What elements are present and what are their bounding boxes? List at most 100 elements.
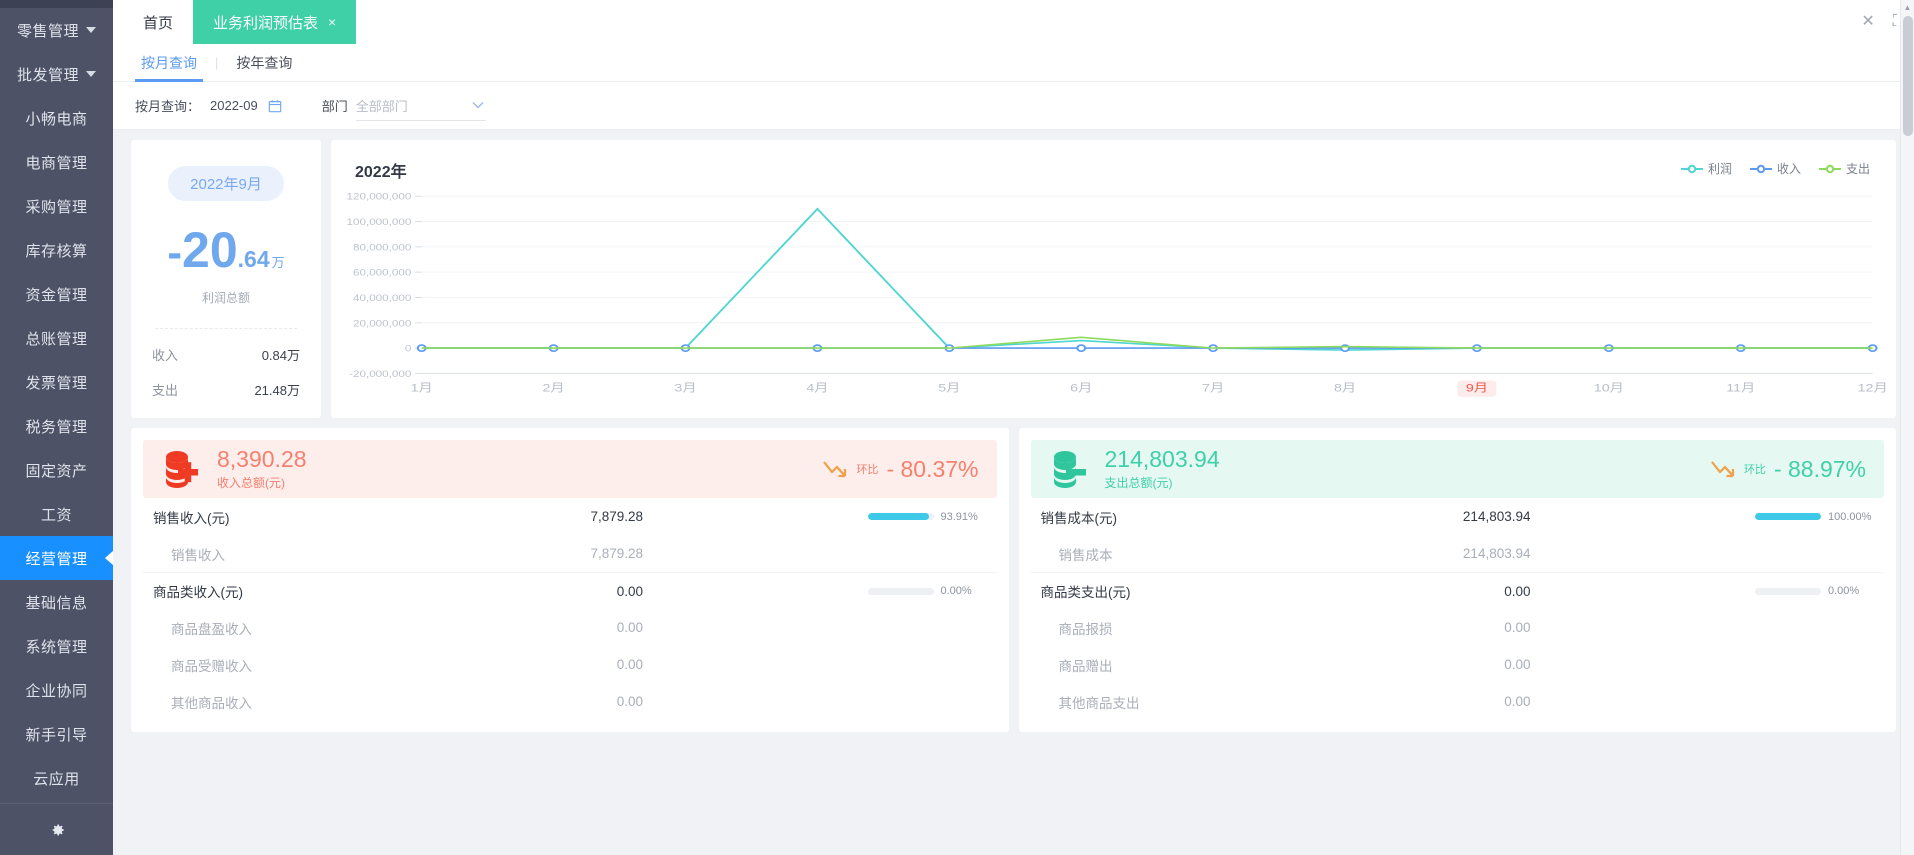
detail-row-name: 其他商品支出	[1058, 695, 1140, 711]
sidebar-item-4[interactable]: 采购管理	[0, 184, 113, 228]
summary-row-expense-key: 支出	[152, 383, 179, 398]
legend-item-2[interactable]: 支出	[1818, 160, 1870, 177]
tab-bar-actions: ✕ ⛶	[1861, 0, 1914, 44]
sidebar-item-label: 电商管理	[25, 154, 88, 172]
sidebar-item-label: 经营管理	[25, 550, 88, 568]
coin-stack-minus-icon	[1053, 451, 1086, 488]
profit-total-value: - 20 .64 万	[167, 225, 284, 275]
x-tick-label: 1月	[411, 381, 433, 394]
sidebar-item-12[interactable]: 经营管理	[0, 536, 113, 580]
detail-row: 商品赠出 0.00	[1031, 646, 1885, 683]
expense-card-header-text: 214,803.94 支出总额(元)	[1105, 447, 1220, 490]
detail-row: 销售成本 214,803.94	[1031, 535, 1885, 572]
sidebar-item-label: 采购管理	[25, 198, 88, 216]
sidebar-item-label: 资金管理	[25, 286, 88, 304]
dept-select[interactable]: 全部部门	[355, 91, 486, 121]
tab-close-icon[interactable]: ×	[328, 14, 337, 30]
dashboard-body: 2022年9月 - 20 .64 万 利润总额 收入 0.84万	[113, 130, 1914, 855]
series-line-2	[421, 336, 1873, 349]
legend-item-0[interactable]: 利润	[1680, 160, 1732, 177]
fullscreen-icon[interactable]: ⛶	[1892, 13, 1904, 30]
sidebar-item-7[interactable]: 总账管理	[0, 316, 113, 360]
summary-row-expense-value: 21.48万	[254, 383, 300, 398]
sidebar-item-5[interactable]: 库存核算	[0, 228, 113, 272]
chart-plot-area: 120,000,000 100,000,000 80,000,000 60,000,0…	[331, 180, 1896, 418]
top-row: 2022年9月 - 20 .64 万 利润总额 收入 0.84万	[131, 140, 1896, 418]
chevron-down-icon	[86, 71, 96, 77]
expense-detail-card: 214,803.94 支出总额(元) 环比 - 88.97%	[1018, 428, 1896, 732]
x-tick-label: 11月	[1726, 381, 1755, 394]
sidebar-item-3[interactable]: 电商管理	[0, 140, 113, 184]
sidebar-item-9[interactable]: 税务管理	[0, 404, 113, 448]
sidebar-item-17[interactable]: 云应用	[0, 756, 113, 800]
detail-row-value: 0.00	[616, 657, 643, 672]
detail-row-name: 商品类支出(元)	[1040, 585, 1131, 600]
calendar-icon[interactable]	[268, 99, 282, 113]
sidebar-item-8[interactable]: 发票管理	[0, 360, 113, 404]
income-card-header: 8,390.28 收入总额(元) 环比 - 80.37%	[143, 440, 997, 498]
detail-row-percent: 100.00%	[1828, 510, 1872, 523]
legend-label: 利润	[1707, 162, 1732, 176]
profit-total-label: 利润总额	[201, 291, 250, 305]
dept-filter-label: 部门	[321, 99, 348, 114]
sidebar-item-label: 税务管理	[25, 418, 88, 436]
detail-row: 销售成本(元) 214,803.94 100.00%	[1031, 498, 1885, 535]
detail-row: 其他商品收入 0.00	[143, 683, 997, 720]
tab-home[interactable]: 首页	[123, 0, 193, 44]
sidebar-item-14[interactable]: 系统管理	[0, 624, 113, 668]
detail-row-name: 商品受赠收入	[171, 658, 252, 674]
profit-decimal: .64	[237, 246, 270, 272]
sidebar-item-16[interactable]: 新手引导	[0, 712, 113, 756]
active-arrow-icon	[105, 551, 113, 565]
detail-row-value: 0.00	[1504, 583, 1531, 599]
income-detail-card: 8,390.28 收入总额(元) 环比 - 80.37%	[131, 428, 1009, 732]
x-tick-label: 4月	[806, 381, 828, 394]
profit-integer: 20	[182, 222, 238, 278]
scrollbar-thumb[interactable]	[1903, 16, 1913, 136]
profit-line-chart-card: 2022年 利润 收入 支出 120,000,000 100,000,000 80,00…	[331, 140, 1896, 418]
progress-track	[867, 513, 934, 520]
detail-row-value: 0.00	[616, 583, 643, 599]
subtab-by-year[interactable]: 按年查询	[230, 44, 298, 82]
page-scrollbar[interactable]: ▲	[1900, 0, 1914, 855]
detail-row-percent: 0.00%	[1828, 585, 1860, 597]
dept-filter: 部门 全部部门	[322, 91, 486, 121]
scroll-up-icon[interactable]: ▲	[1903, 2, 1912, 12]
summary-row-income-key: 收入	[152, 348, 179, 363]
subtab-by-month[interactable]: 按月查询	[135, 44, 203, 82]
sidebar-item-2[interactable]: 小畅电商	[0, 96, 113, 140]
sidebar-item-13[interactable]: 基础信息	[0, 580, 113, 624]
x-tick-label: 8月	[1334, 381, 1356, 394]
x-tick-label: 3月	[674, 381, 696, 394]
sidebar-item-15[interactable]: 企业协同	[0, 668, 113, 712]
detail-row-bar: 100.00%	[1755, 511, 1874, 523]
close-icon[interactable]: ✕	[1861, 13, 1875, 30]
detail-row: 商品类支出(元) 0.00 0.00%	[1030, 572, 1884, 609]
detail-row-value: 0.00	[1504, 657, 1531, 672]
legend-marker-icon	[1680, 164, 1703, 173]
detail-row-name: 商品报损	[1058, 621, 1113, 637]
sidebar-item-label: 库存核算	[25, 242, 88, 260]
sidebar-item-0[interactable]: 零售管理	[0, 8, 113, 52]
sidebar-item-label: 零售管理	[16, 22, 79, 40]
sidebar-item-6[interactable]: 资金管理	[0, 272, 113, 316]
detail-row-name: 销售收入	[171, 547, 225, 563]
income-compare-value: - 80.37%	[886, 455, 979, 482]
y-tick-label: 80,000,000	[353, 243, 411, 253]
data-point	[1076, 344, 1087, 352]
sidebar-item-11[interactable]: 工资	[0, 492, 113, 536]
content-panel: 按月查询 | 按年查询 按月查询： 2022-09 部门	[113, 44, 1914, 855]
progress-track	[867, 587, 934, 595]
progress-track	[1755, 513, 1821, 520]
month-filter-value[interactable]: 2022-09	[210, 98, 258, 113]
tab-home-label: 首页	[143, 14, 174, 32]
sidebar-settings-button[interactable]	[0, 803, 113, 855]
sidebar-item-1[interactable]: 批发管理	[0, 52, 113, 96]
detail-row-value: 0.00	[1504, 694, 1531, 709]
tab-business-profit-estimate[interactable]: 业务利润预估表 ×	[193, 0, 357, 44]
x-tick-label: 2月	[543, 381, 565, 394]
legend-item-1[interactable]: 收入	[1749, 160, 1801, 177]
income-compare: 环比 - 80.37%	[822, 455, 979, 483]
summary-row-income: 收入 0.84万	[152, 345, 300, 364]
sidebar-item-10[interactable]: 固定资产	[0, 448, 113, 492]
